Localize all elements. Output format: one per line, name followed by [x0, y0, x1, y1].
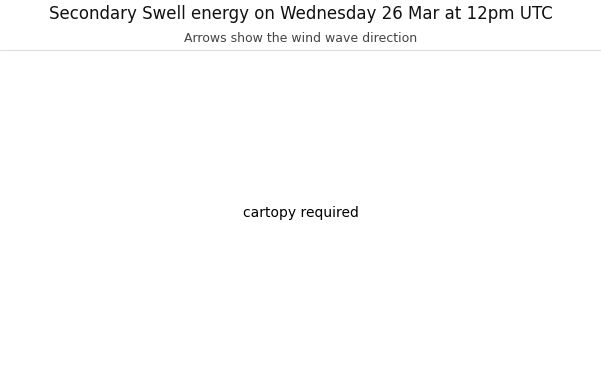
Text: cartopy required: cartopy required	[243, 206, 358, 221]
Text: Arrows show the wind wave direction: Arrows show the wind wave direction	[184, 32, 417, 45]
Text: Secondary Swell energy on Wednesday 26 Mar at 12pm UTC: Secondary Swell energy on Wednesday 26 M…	[49, 5, 552, 23]
